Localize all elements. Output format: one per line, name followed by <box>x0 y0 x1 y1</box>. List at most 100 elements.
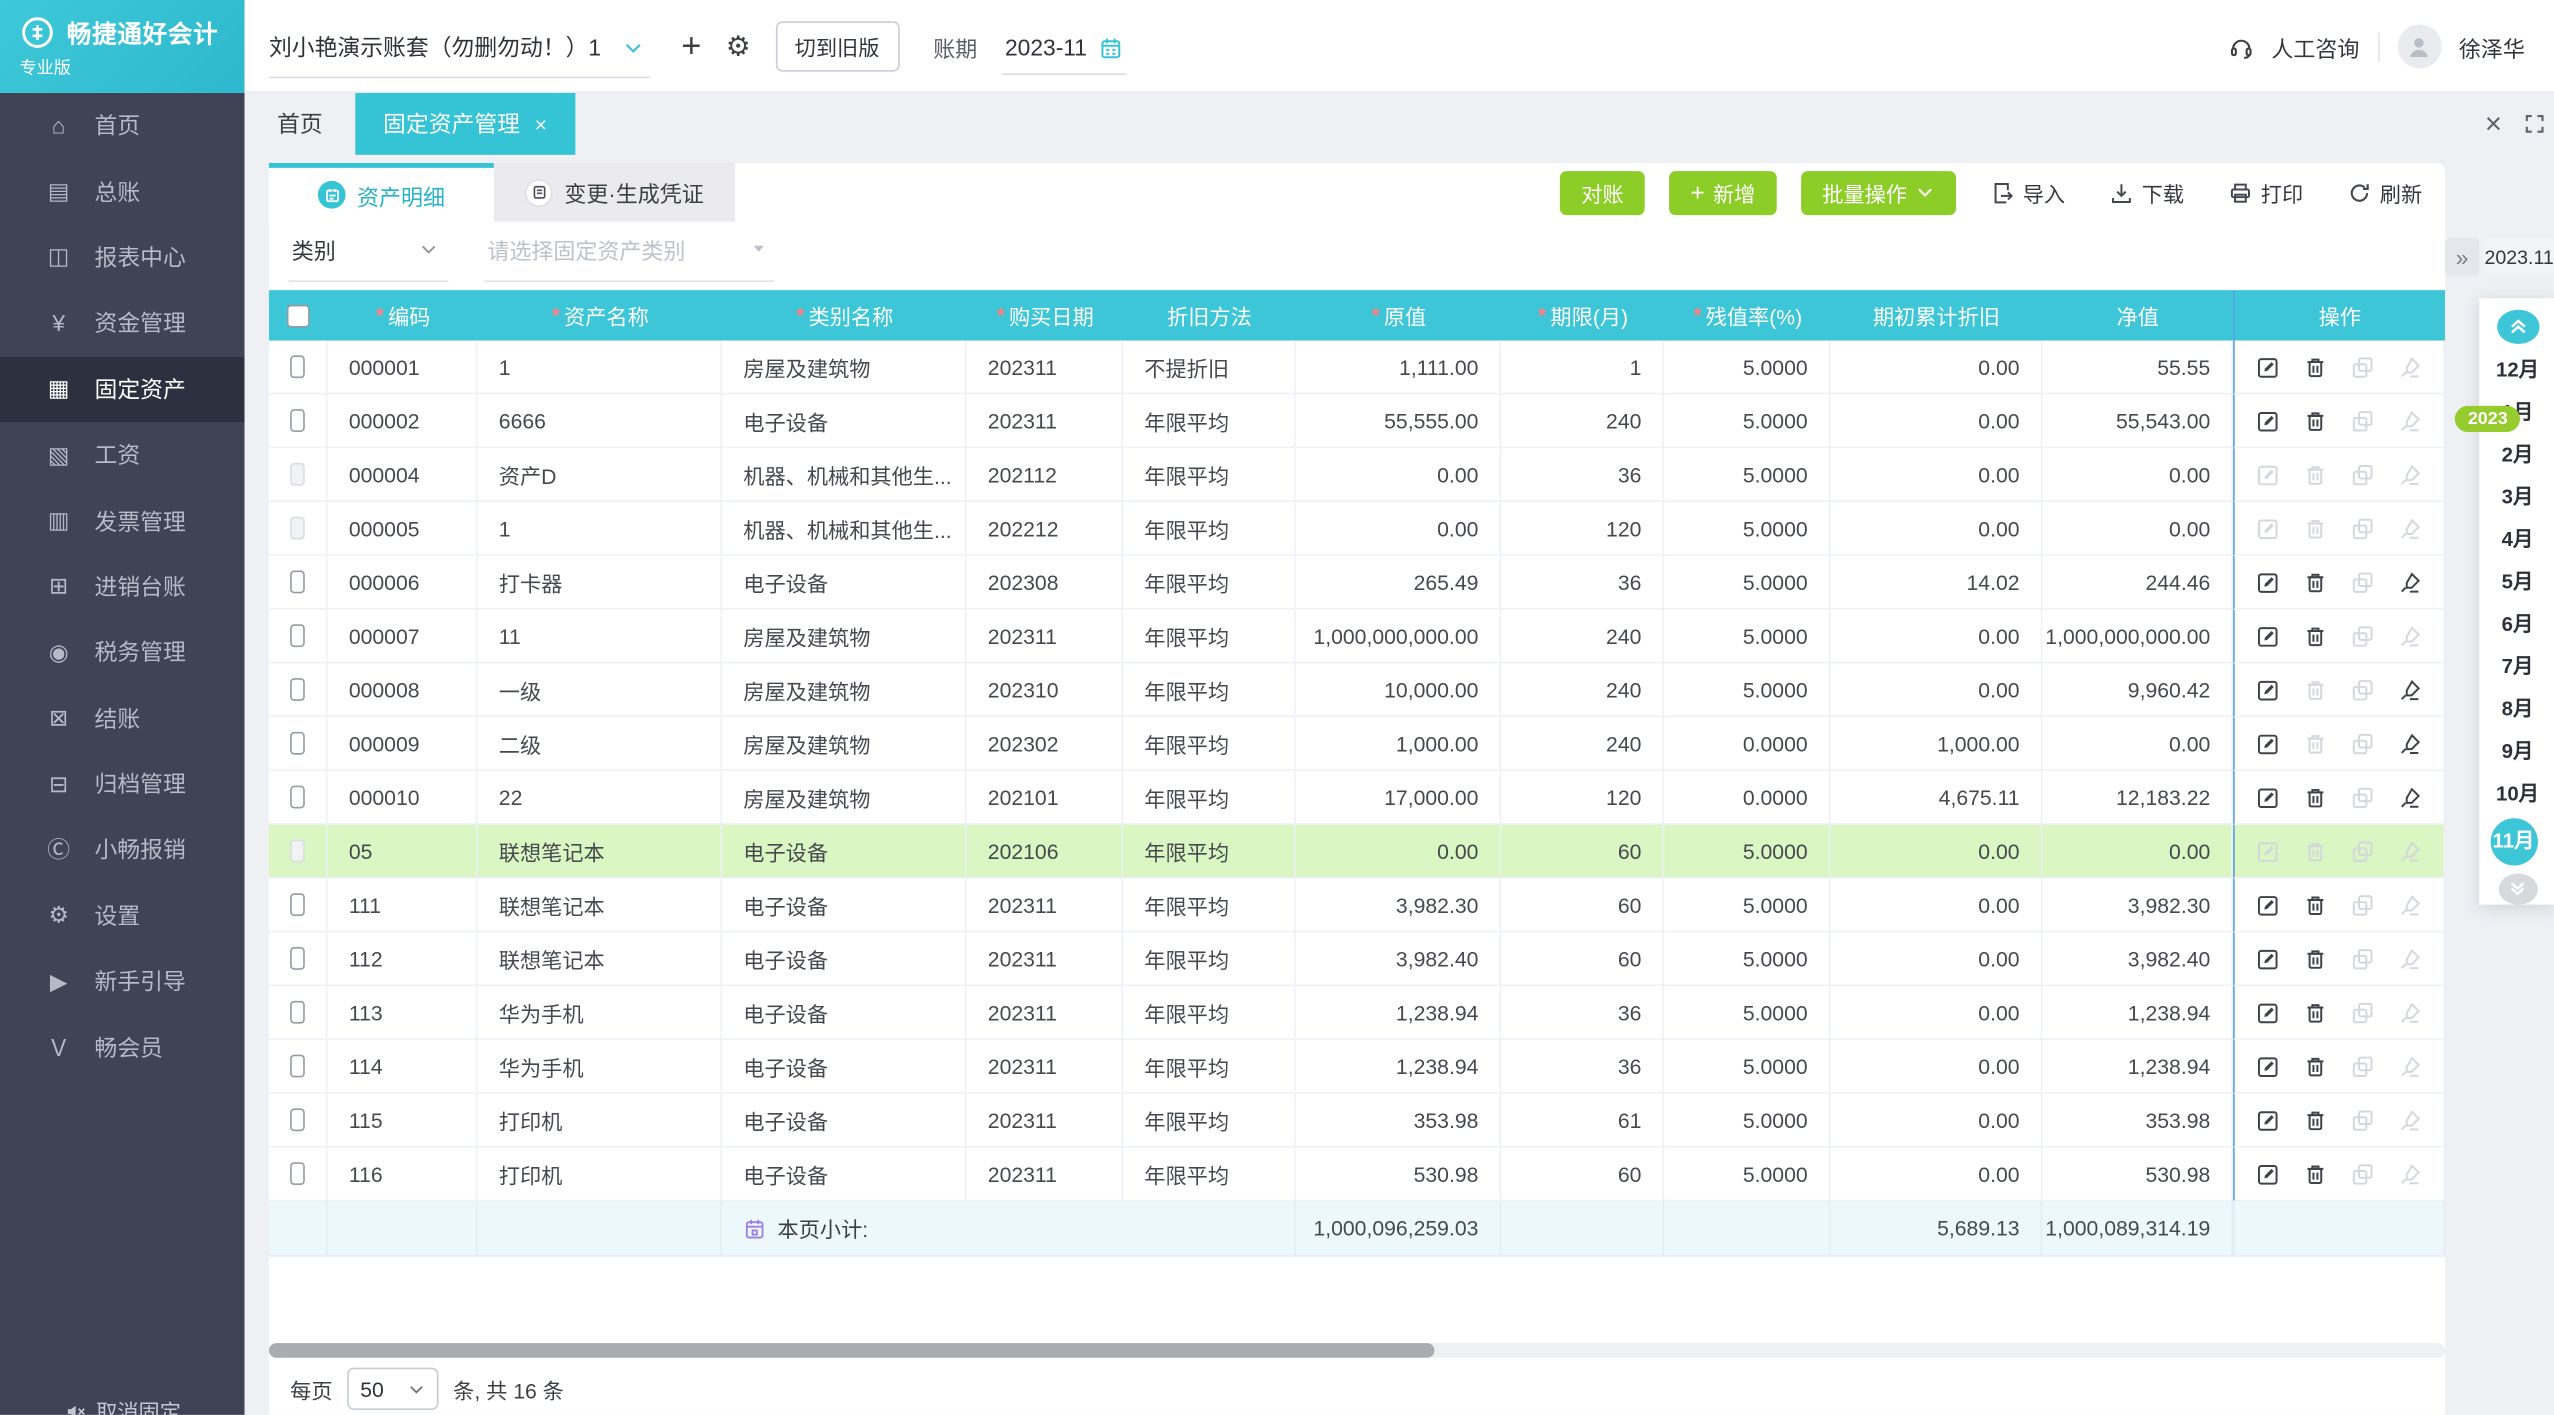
reconcile-button[interactable]: 对账 <box>1560 170 1645 215</box>
month-item-8月[interactable]: 8月 <box>2501 697 2534 721</box>
page-size-select[interactable]: 50 <box>347 1367 439 1410</box>
filter-type-dropdown[interactable]: 类别 <box>288 227 449 282</box>
fullscreen-icon[interactable] <box>2523 112 2546 135</box>
sidebar-item-tax-management[interactable]: ◉ 税务管理 <box>0 620 245 686</box>
edit-icon[interactable] <box>2256 1161 2280 1185</box>
edit-icon[interactable] <box>2256 892 2280 916</box>
row-checkbox[interactable] <box>290 1162 305 1186</box>
row-checkbox[interactable] <box>290 624 305 648</box>
edit-icon[interactable] <box>2256 1054 2280 1078</box>
row-checkbox[interactable] <box>290 1108 305 1132</box>
sidebar-item-invoice-management[interactable]: ▥ 发票管理 <box>0 488 245 554</box>
tab-fixed-assets-management[interactable]: 固定资产管理 × <box>355 92 575 155</box>
edit-icon[interactable] <box>2256 1000 2280 1024</box>
sidebar-item-report-center[interactable]: ◫ 报表中心 <box>0 225 245 291</box>
row-checkbox[interactable] <box>290 893 305 917</box>
download-button[interactable]: 下载 <box>2099 175 2194 209</box>
sidebar-item-beginner-guide[interactable]: ▶ 新手引导 <box>0 949 245 1015</box>
delete-icon[interactable] <box>2303 570 2327 594</box>
row-checkbox[interactable] <box>290 1000 305 1024</box>
asset-category-select[interactable]: 请选择固定资产类别 <box>484 227 775 282</box>
row-checkbox[interactable] <box>290 1054 305 1078</box>
clean-icon[interactable] <box>2398 731 2422 755</box>
month-item-7月[interactable]: 7月 <box>2501 654 2534 678</box>
horizontal-scrollbar-thumb[interactable] <box>268 1343 1435 1358</box>
sidebar-item-fixed-assets[interactable]: ▦ 固定资产 <box>0 356 245 423</box>
sidebar-item-home[interactable]: ⌂ 首页 <box>0 93 245 159</box>
sidebar-item-chang-member[interactable]: Ｖ 畅会员 <box>0 1015 245 1081</box>
delete-icon[interactable] <box>2303 408 2327 432</box>
tab-label: 固定资产管理 <box>383 110 520 137</box>
clean-icon[interactable] <box>2398 677 2422 701</box>
scroll-down-button[interactable] <box>2497 873 2538 905</box>
add-button[interactable]: + 新增 <box>1669 170 1777 215</box>
delete-icon[interactable] <box>2303 623 2327 647</box>
account-selector[interactable]: 刘小艳演示账套（勿删勿动！）1 <box>268 28 651 79</box>
switch-old-version-button[interactable]: 切到旧版 <box>775 21 899 72</box>
edit-icon[interactable] <box>2256 355 2280 379</box>
delete-icon[interactable] <box>2303 892 2327 916</box>
cell-rate: 5.0000 <box>1664 340 1831 395</box>
edit-icon[interactable] <box>2256 1108 2280 1132</box>
month-item-5月[interactable]: 5月 <box>2501 570 2534 593</box>
edit-icon[interactable] <box>2256 623 2280 647</box>
sidebar-item-xiaochang-reimburse[interactable]: Ⓒ 小畅报销 <box>0 817 245 883</box>
sidebar-item-payroll[interactable]: ▧ 工资 <box>0 422 245 488</box>
month-item-11月[interactable]: 11月 <box>2489 817 2538 866</box>
close-all-icon[interactable]: × <box>2484 107 2503 141</box>
delete-icon[interactable] <box>2303 1000 2327 1024</box>
scroll-up-button[interactable] <box>2496 309 2539 344</box>
row-checkbox[interactable] <box>290 570 305 594</box>
batch-operations-button[interactable]: 批量操作 <box>1801 170 1956 215</box>
row-checkbox[interactable] <box>290 678 305 701</box>
add-account-set-icon[interactable]: + <box>681 26 702 65</box>
row-checkbox[interactable] <box>290 785 305 809</box>
edit-icon[interactable] <box>2256 946 2280 970</box>
month-item-10月[interactable]: 10月 <box>2496 782 2540 805</box>
collapse-panel-button[interactable]: » <box>2445 237 2480 276</box>
month-item-2月[interactable]: 2月 <box>2501 443 2534 466</box>
edit-icon[interactable] <box>2256 677 2280 701</box>
edit-icon[interactable] <box>2256 731 2280 755</box>
tab-close-icon[interactable]: × <box>534 111 548 137</box>
avatar[interactable] <box>2396 24 2441 69</box>
row-checkbox[interactable] <box>290 355 305 379</box>
sidebar-item-general-ledger[interactable]: ▤ 总账 <box>0 159 245 225</box>
clean-icon[interactable] <box>2398 785 2422 809</box>
sidebar-item-purchase-sales-ledger[interactable]: ⊞ 进销台账 <box>0 554 245 620</box>
row-checkbox[interactable] <box>290 947 305 970</box>
period-selector[interactable]: 2023-11 <box>1001 31 1127 75</box>
delete-icon[interactable] <box>2303 355 2327 379</box>
subtab-asset-detail[interactable]: 资产明细 <box>268 163 494 222</box>
tab-home[interactable]: 首页 <box>277 110 323 137</box>
sidebar-item-funds-management[interactable]: ¥ 资金管理 <box>0 290 245 356</box>
username[interactable]: 徐泽华 <box>2458 36 2525 62</box>
month-item-9月[interactable]: 9月 <box>2501 739 2534 763</box>
subtab-change-voucher[interactable]: 变更·生成凭证 <box>493 163 736 222</box>
sidebar-item-archive-management[interactable]: ⊟ 归档管理 <box>0 751 245 817</box>
import-button[interactable]: 导入 <box>1980 175 2075 209</box>
settings-gear-icon[interactable]: ⚙ <box>725 30 751 62</box>
delete-icon[interactable] <box>2303 1108 2327 1132</box>
delete-icon[interactable] <box>2303 1161 2327 1185</box>
refresh-button[interactable]: 刷新 <box>2337 175 2432 209</box>
edit-icon[interactable] <box>2256 785 2280 809</box>
month-item-3月[interactable]: 3月 <box>2501 485 2534 509</box>
row-checkbox[interactable] <box>290 731 305 755</box>
month-item-6月[interactable]: 6月 <box>2501 612 2534 636</box>
support-link[interactable]: 人工咨询 <box>2271 36 2360 62</box>
month-item-12月[interactable]: 12月 <box>2496 358 2540 382</box>
sidebar-item-settings[interactable]: ⚙ 设置 <box>0 883 245 949</box>
month-item-4月[interactable]: 4月 <box>2501 527 2534 551</box>
print-button[interactable]: 打印 <box>2218 175 2313 209</box>
delete-icon[interactable] <box>2303 1054 2327 1078</box>
clean-icon[interactable] <box>2398 570 2422 594</box>
sidebar-item-closing[interactable]: ⊠ 结账 <box>0 685 245 751</box>
sidebar-unpin-button[interactable]: 取消固定 <box>0 1395 245 1415</box>
edit-icon[interactable] <box>2256 570 2280 594</box>
row-checkbox[interactable] <box>290 409 305 432</box>
select-all-checkbox[interactable] <box>286 303 310 327</box>
edit-icon[interactable] <box>2256 408 2280 432</box>
delete-icon[interactable] <box>2303 946 2327 970</box>
delete-icon[interactable] <box>2303 785 2327 809</box>
